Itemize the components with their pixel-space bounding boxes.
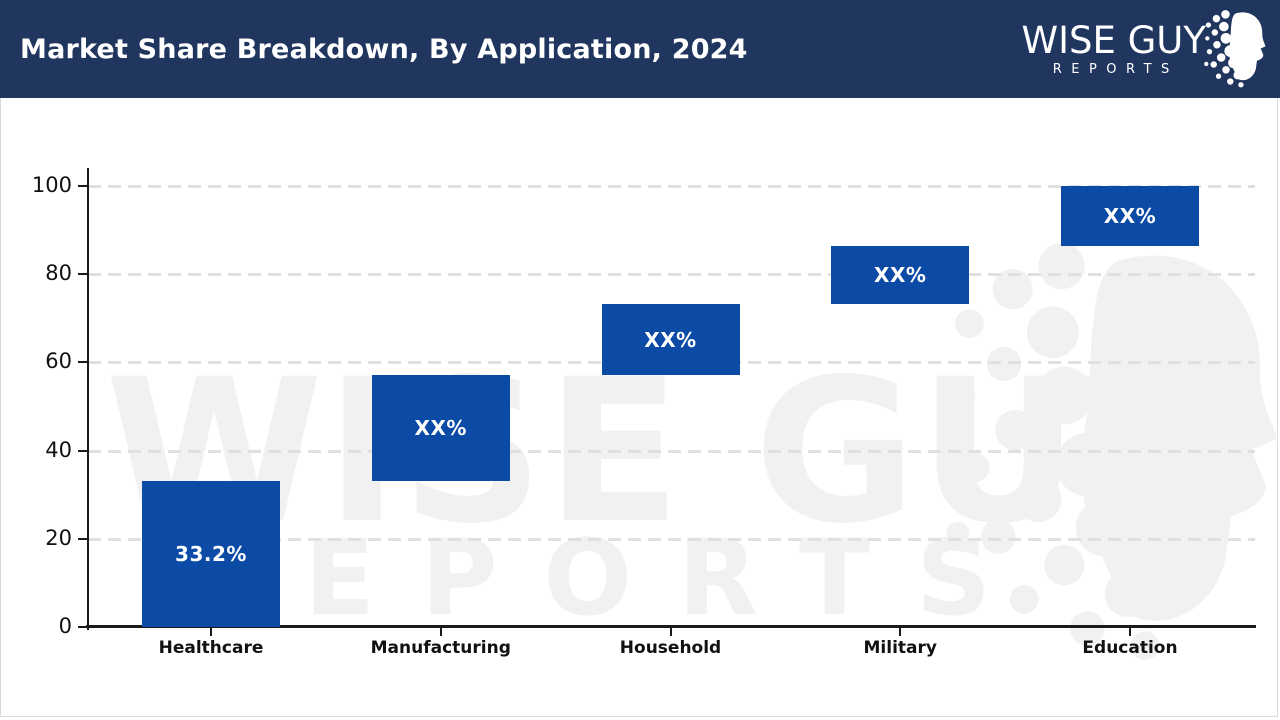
y-axis-line bbox=[87, 168, 89, 630]
y-tick-mark bbox=[78, 361, 87, 364]
y-tick-mark bbox=[78, 273, 87, 276]
bar-value-label: 33.2% bbox=[175, 541, 247, 566]
x-category-label: Manufacturing bbox=[370, 638, 511, 658]
x-tick-mark bbox=[210, 628, 212, 636]
bar-military: XX% bbox=[831, 245, 970, 305]
wiseguy-head-icon bbox=[1202, 9, 1266, 89]
y-tick-label: 0 bbox=[58, 614, 72, 638]
bar-value-label: XX% bbox=[414, 415, 467, 440]
wiseguy-logo-text: WISE GUY REPORTS bbox=[1022, 22, 1206, 76]
gridline-y80 bbox=[88, 273, 1255, 277]
x-tick-mark bbox=[899, 628, 902, 636]
x-tick-mark bbox=[1129, 628, 1131, 636]
gridline-y40 bbox=[88, 449, 1255, 453]
x-axis-line bbox=[86, 625, 1256, 628]
wiseguy-logo: WISE GUY REPORTS bbox=[1022, 9, 1266, 89]
bar-education: XX% bbox=[1061, 186, 1199, 246]
bar-value-label: XX% bbox=[874, 263, 927, 288]
page-title: Market Share Breakdown, By Application, … bbox=[20, 33, 748, 65]
y-tick-label: 80 bbox=[45, 261, 72, 286]
y-tick-label: 100 bbox=[31, 173, 72, 197]
y-tick-label: 60 bbox=[45, 349, 72, 374]
x-category-label: Military bbox=[863, 638, 937, 658]
watermark-subtitle: REPORTS bbox=[178, 517, 1038, 639]
gridline-y20 bbox=[88, 537, 1255, 541]
logo-wordmark: WISE GUY bbox=[1021, 19, 1206, 62]
x-tick-mark bbox=[439, 628, 442, 636]
gridline-y100 bbox=[88, 185, 1255, 188]
bar-value-label: XX% bbox=[644, 327, 697, 352]
y-tick-mark bbox=[78, 626, 87, 628]
y-tick-mark bbox=[78, 185, 87, 187]
x-category-label: Household bbox=[619, 638, 722, 658]
y-tick-mark bbox=[78, 449, 87, 452]
y-tick-mark bbox=[78, 537, 87, 540]
y-tick-label: 20 bbox=[45, 525, 72, 550]
plot: 0 20 40 60 80 100 33.2% Healthcare XX% Manufactur… bbox=[0, 98, 1280, 720]
logo-subtitle: REPORTS bbox=[1052, 62, 1179, 77]
bar-household: XX% bbox=[601, 304, 740, 376]
y-tick-label: 40 bbox=[45, 437, 72, 462]
bar-healthcare: 33.2% bbox=[142, 480, 280, 627]
x-category-label: Education bbox=[1082, 638, 1178, 658]
bar-manufacturing: XX% bbox=[371, 375, 510, 481]
x-tick-mark bbox=[669, 628, 672, 636]
chart-area: WISE GUY REPORTS 0 20 40 60 80 100 33.2% Health… bbox=[0, 98, 1280, 720]
bar-value-label: XX% bbox=[1103, 203, 1157, 228]
x-category-label: Healthcare bbox=[158, 638, 264, 658]
header: Market Share Breakdown, By Application, … bbox=[0, 0, 1280, 98]
